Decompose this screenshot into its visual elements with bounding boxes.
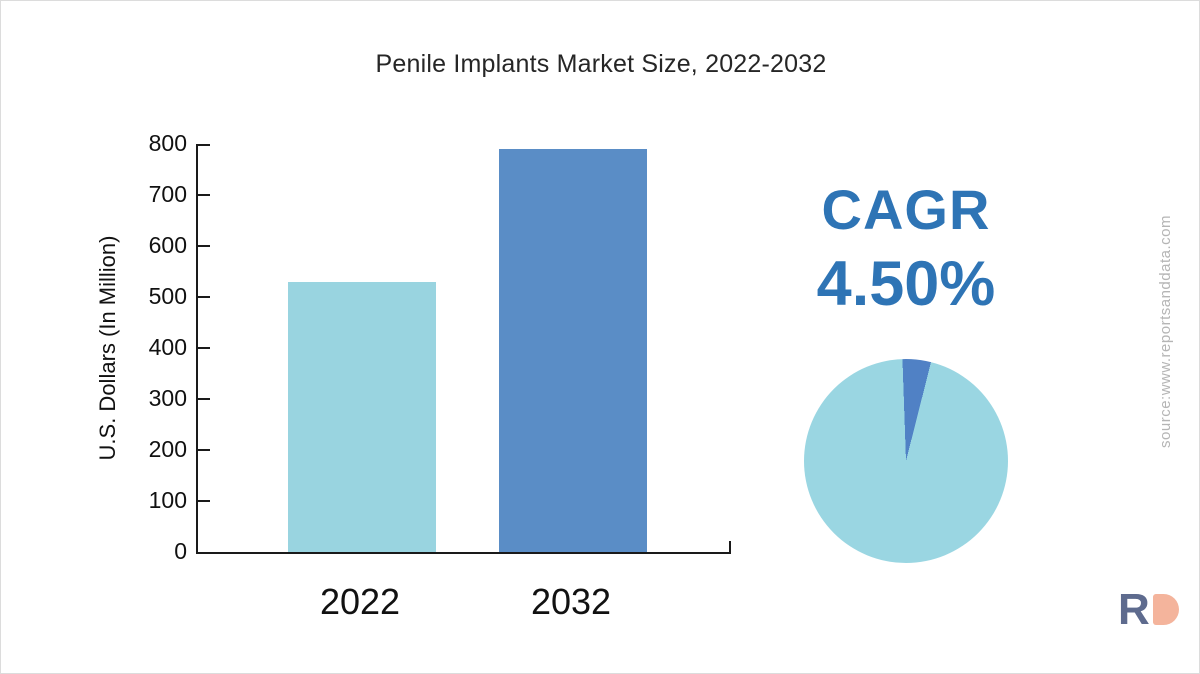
chart-title: Penile Implants Market Size, 2022-2032 [375,50,827,78]
y-tick-label: 300 [148,385,187,411]
y-tick-mark [198,194,210,196]
reports-and-data-logo: R [1118,584,1179,634]
y-tick-mark [198,500,210,502]
y-tick-label: 0 [174,538,187,564]
cagr-label: CAGR [821,178,991,241]
y-tick-label: 400 [148,334,187,360]
bar-plot [196,144,731,554]
y-tick-mark [198,347,210,349]
logo-d-shape-icon [1152,594,1179,625]
logo-letter-r: R [1118,584,1150,634]
y-tick-label: 200 [148,436,187,462]
x-tick-label-2032: 2032 [530,581,612,622]
x-tick-label-2022: 2022 [319,581,401,622]
cagr-panel: CAGR 4.50% [781,178,1031,320]
y-tick-label: 800 [148,130,187,156]
y-tick-label: 600 [148,232,187,258]
source-note: source:www.reportsanddata.com [1157,215,1174,448]
y-tick-mark [198,398,210,400]
y-axis-title: U.S. Dollars (In Million) [95,235,120,461]
x-axis-end-tick [729,541,731,552]
y-tick-mark [198,296,210,298]
cagr-value: 4.50% [816,249,996,319]
y-tick-mark [198,144,210,146]
y-tick-mark [198,449,210,451]
y-tick-label: 500 [148,283,187,309]
y-tick-label: 700 [148,181,187,207]
bar-2032 [499,149,647,552]
y-tick-mark [198,245,210,247]
cagr-pie-chart [804,359,1008,563]
bar-2022 [288,282,436,552]
y-tick-label: 100 [148,487,187,513]
